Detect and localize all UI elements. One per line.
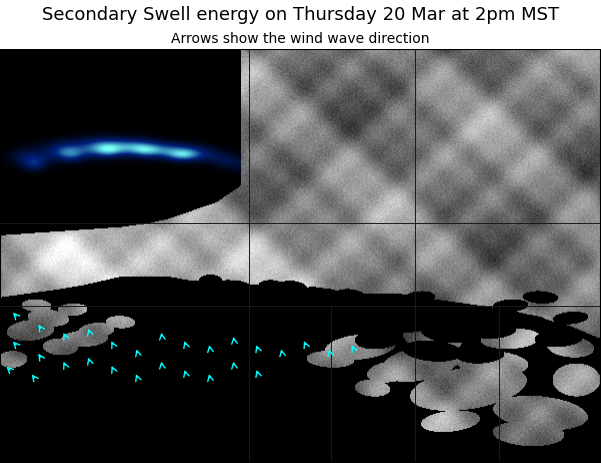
Text: Arrows show the wind wave direction: Arrows show the wind wave direction (171, 32, 430, 46)
Text: Secondary Swell energy on Thursday 20 Mar at 2pm MST: Secondary Swell energy on Thursday 20 Ma… (42, 6, 559, 24)
